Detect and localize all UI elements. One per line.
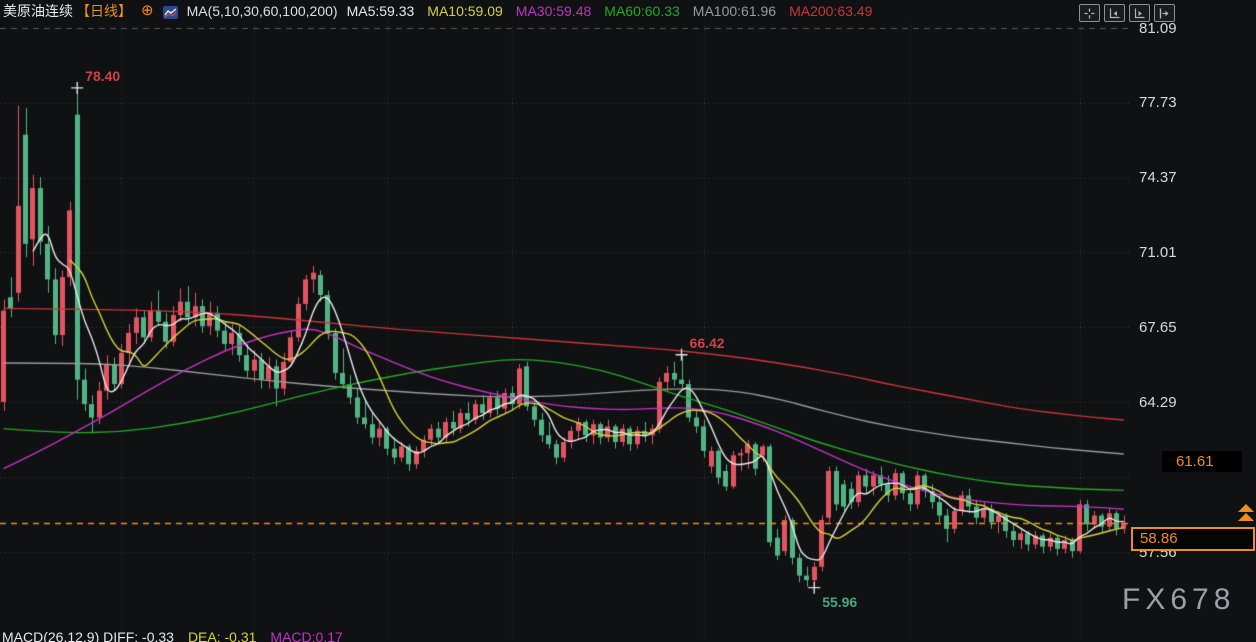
ma-settings-label[interactable]: MA(5,10,30,60,100,200) bbox=[186, 3, 338, 19]
go-to-latest-price-icon[interactable] bbox=[1238, 504, 1254, 523]
watermark: FX678 bbox=[1122, 583, 1236, 616]
macd-value-0: MACD(26,12,9) DIFF: -0.33 bbox=[2, 629, 174, 642]
macd-readout: MACD(26,12,9) DIFF: -0.33 DEA: -0.31 MACD:… bbox=[2, 629, 343, 642]
price-annotation-66.42: 66.42 bbox=[689, 334, 725, 351]
symbol-name: 美原油连续 bbox=[3, 3, 73, 19]
ma-legend: MA5:59.33 MA10:59.09 MA30:59.48 MA60:60.33 M… bbox=[347, 3, 873, 19]
indicator-icon[interactable] bbox=[162, 5, 178, 19]
scale-left-tool-icon bbox=[1109, 8, 1120, 18]
ma-value-5: MA200:63.49 bbox=[789, 3, 873, 19]
crosshair-tool-button[interactable] bbox=[1079, 4, 1100, 22]
macd-value-1: DEA: -0.31 bbox=[187, 629, 257, 642]
ma-value-1: MA10:59.09 bbox=[427, 3, 503, 19]
expand-icon[interactable]: ⊕ bbox=[141, 2, 154, 19]
ma-value-2: MA30:59.48 bbox=[515, 3, 592, 19]
go-to-latest-tool-icon bbox=[1159, 8, 1169, 18]
scale-right-tool-icon bbox=[1134, 8, 1145, 18]
scale-right-tool-button[interactable] bbox=[1129, 4, 1150, 22]
price-annotation-78.40: 78.40 bbox=[85, 67, 121, 84]
price-annotation-55.96: 55.96 bbox=[822, 593, 858, 610]
chart-header: 美原油连续 【日线】 ⊕ MA(5,10,30,60,100,200) MA5:5… bbox=[3, 2, 872, 20]
ma-value-4: MA100:61.96 bbox=[692, 3, 777, 19]
ma-value-0: MA5:59.33 bbox=[346, 3, 415, 19]
go-to-latest-tool-button[interactable] bbox=[1154, 4, 1175, 22]
chart-toolbar bbox=[1079, 4, 1175, 22]
crosshair-tool-icon bbox=[1084, 8, 1095, 18]
ma-value-3: MA60:60.33 bbox=[604, 3, 680, 19]
timeframe-tag[interactable]: 【日线】 bbox=[76, 3, 132, 19]
macd-value-2: MACD:0.17 bbox=[270, 629, 343, 642]
scale-left-tool-button[interactable] bbox=[1104, 4, 1125, 22]
